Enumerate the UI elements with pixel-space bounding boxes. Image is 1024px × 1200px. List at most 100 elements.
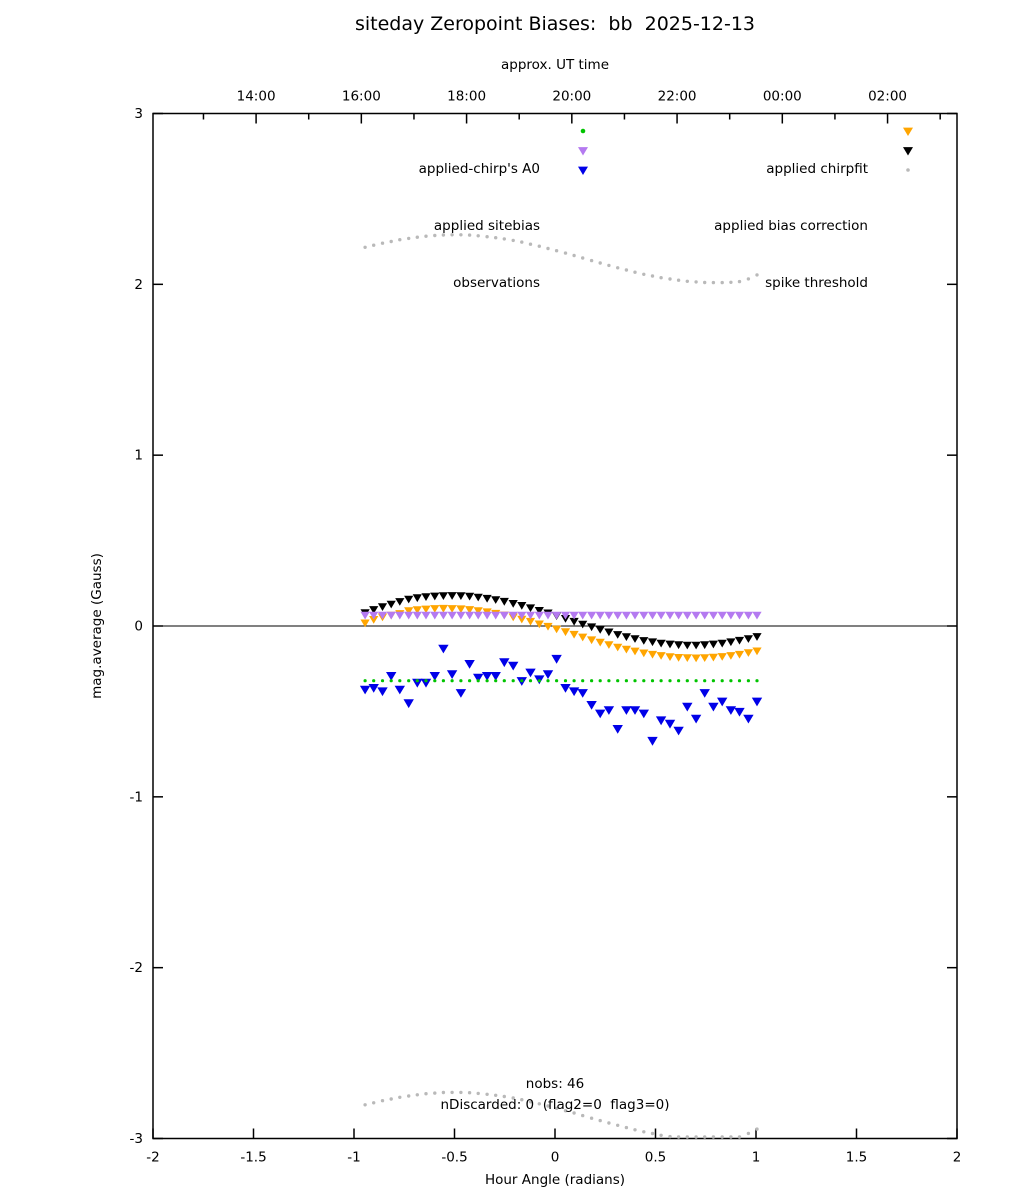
point-chirp-a0	[685, 679, 689, 683]
nobs-annotation: nobs: 46	[525, 1076, 585, 1092]
point-chirpfit	[543, 622, 553, 631]
point-observations	[542, 670, 554, 679]
point-bias-correction	[465, 592, 475, 601]
point-spike-lower	[755, 1127, 759, 1131]
point-spike-upper	[415, 235, 419, 239]
point-observations	[586, 701, 597, 710]
point-sitebias	[569, 611, 579, 620]
point-spike-upper	[737, 279, 742, 284]
point-bias-correction	[726, 638, 736, 647]
point-bias-correction	[491, 596, 501, 604]
x-tick-label: -1	[347, 1150, 360, 1166]
point-spike-lower	[398, 1095, 402, 1100]
point-spike-lower	[511, 1096, 515, 1100]
point-spike-lower	[694, 1135, 698, 1139]
point-bias-correction	[752, 633, 762, 641]
point-chirpfit	[421, 605, 431, 614]
point-spike-lower	[372, 1101, 376, 1105]
point-spike-lower	[459, 1090, 463, 1095]
point-bias-correction	[377, 603, 388, 611]
point-chirp-a0	[485, 679, 489, 683]
point-chirp-a0	[546, 679, 550, 683]
legend-right-column: applied chirpfit applied bias correction…	[558, 122, 868, 331]
point-sitebias	[578, 611, 588, 620]
point-chirp-a0	[407, 679, 411, 683]
point-spike-lower	[598, 1118, 602, 1123]
point-bias-correction	[404, 595, 414, 604]
point-spike-upper	[711, 280, 716, 285]
point-spike-lower	[676, 1135, 681, 1139]
y-tick-label: 2	[134, 277, 143, 293]
point-bias-correction	[369, 606, 379, 614]
point-chirpfit	[560, 628, 571, 637]
point-chirp-a0	[494, 679, 498, 683]
legend-left-column: applied-chirp's A0 applied sitebias obse…	[230, 122, 540, 331]
point-spike-upper	[563, 251, 568, 255]
point-spike-lower	[441, 1090, 446, 1095]
point-chirpfit	[717, 653, 727, 661]
point-spike-lower	[729, 1135, 733, 1139]
point-bias-correction	[456, 592, 466, 600]
point-spike-upper	[633, 270, 637, 274]
point-chirpfit	[734, 650, 745, 659]
point-sitebias	[682, 611, 692, 620]
point-sitebias	[639, 611, 649, 620]
ut-tick-label: 20:00	[552, 89, 591, 105]
point-spike-lower	[581, 1113, 585, 1118]
point-chirpfit	[726, 652, 736, 660]
point-spike-upper	[433, 233, 437, 238]
point-observations	[699, 689, 710, 698]
point-observations	[394, 685, 405, 695]
point-sitebias	[621, 611, 631, 620]
point-chirp-a0	[624, 679, 629, 683]
x-tick-label: 2	[953, 1150, 962, 1166]
point-sitebias	[421, 611, 431, 620]
point-bias-correction	[717, 639, 727, 648]
point-spike-lower	[424, 1092, 428, 1096]
point-observations	[577, 689, 588, 698]
point-sitebias	[587, 611, 597, 620]
point-sitebias	[377, 611, 388, 620]
point-sitebias	[386, 611, 396, 620]
point-chirpfit	[613, 643, 623, 652]
point-chirp-a0	[555, 679, 559, 683]
ut-tick-label: 14:00	[237, 89, 276, 105]
ut-tick-label: 00:00	[763, 89, 802, 105]
point-chirpfit	[456, 605, 466, 614]
point-sitebias	[412, 611, 422, 620]
point-spike-upper	[650, 274, 655, 278]
point-sitebias	[543, 611, 553, 620]
point-chirpfit	[360, 619, 370, 628]
point-spike-lower	[363, 1103, 367, 1107]
point-chirpfit	[473, 607, 483, 615]
point-chirp-a0	[424, 679, 428, 683]
point-chirpfit	[604, 641, 614, 649]
point-observations	[455, 689, 467, 698]
point-spike-upper	[720, 280, 724, 285]
legend-marker-right-0	[903, 127, 913, 136]
x-tick-label: 0.5	[645, 1150, 666, 1166]
x-tick-label: -2	[146, 1150, 159, 1166]
point-chirpfit	[595, 638, 605, 647]
point-spike-upper	[380, 241, 385, 245]
point-sitebias	[491, 611, 501, 620]
point-observations	[508, 661, 519, 671]
point-sitebias	[447, 611, 457, 620]
point-observations	[429, 672, 440, 681]
legend-label-observations: observations	[453, 275, 540, 291]
legend-label-applied-bias-correction: applied bias correction	[714, 218, 868, 234]
point-spike-upper	[537, 244, 541, 248]
point-observations	[595, 709, 606, 719]
point-spike-upper	[363, 245, 367, 249]
point-sitebias	[604, 611, 614, 620]
point-sitebias	[734, 611, 745, 620]
point-chirp-a0	[415, 679, 419, 683]
point-spike-lower	[520, 1098, 524, 1102]
point-spike-upper	[389, 239, 393, 244]
point-spike-lower	[494, 1093, 498, 1098]
point-chirpfit	[430, 605, 440, 613]
point-sitebias	[665, 611, 675, 620]
point-spike-lower	[415, 1093, 419, 1097]
point-chirpfit	[412, 606, 422, 614]
point-observations	[412, 678, 423, 688]
